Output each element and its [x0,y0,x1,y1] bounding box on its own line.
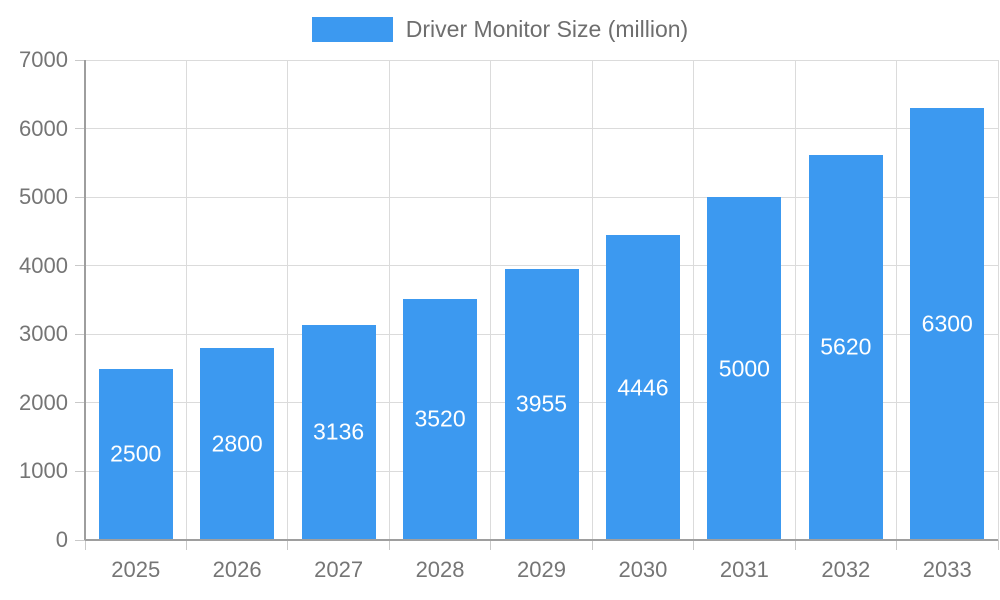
x-axis-label: 2030 [618,557,668,582]
bar-value-label: 3136 [313,418,365,445]
bar-value-label: 2800 [211,430,263,457]
y-axis-label: 0 [55,527,68,552]
x-axis-label: 2028 [415,557,465,582]
x-axis-tick [591,540,593,550]
bar-value-label: 5000 [718,355,770,382]
bar-2028[interactable]: 3520 [403,298,478,540]
y-axis-line [84,60,86,540]
x-axis-label: 2029 [517,557,566,582]
y-axis-tick [75,196,85,198]
x-axis-tick [287,540,289,550]
x-axis-label: 2026 [212,557,262,582]
y-axis-label: 4000 [19,252,68,278]
v-gridline [794,60,796,540]
h-gridline [85,265,998,267]
y-axis-tick [75,265,85,267]
v-gridline [591,60,593,540]
v-gridline [693,60,695,540]
y-axis-label: 2000 [19,389,68,415]
bar-value-label: 3955 [515,390,568,417]
y-axis-tick [75,539,85,541]
v-gridline [490,60,492,540]
x-axis-label: 2027 [314,557,364,582]
bar-2025[interactable]: 2500 [98,368,173,540]
y-axis-label: 5000 [19,184,68,210]
bar-2027[interactable]: 3136 [301,324,376,540]
x-axis-label: 2032 [821,557,871,582]
y-axis-tick [75,402,85,404]
x-axis-tick [693,540,695,550]
y-axis-label: 6000 [19,115,68,141]
y-axis-label: 7000 [19,47,68,72]
x-axis-line [85,539,998,541]
x-axis-tick [896,540,898,550]
bar-value-label: 3520 [414,405,466,432]
y-axis-label: 1000 [19,458,68,484]
bar-2032[interactable]: 5620 [808,154,883,540]
bar-value-label: 6300 [921,310,973,337]
v-gridline [896,60,898,540]
h-gridline [85,196,998,198]
y-axis-tick [75,128,85,130]
x-axis-tick [84,540,86,550]
bar-2031[interactable]: 5000 [707,197,782,540]
bar-value-label: 5620 [820,333,872,360]
bar-2029[interactable]: 3955 [504,268,579,540]
legend-color-swatch [311,17,393,42]
x-axis-tick [490,540,492,550]
legend-label: Driver Monitor Size (million) [405,16,689,42]
bar-value-label: 4446 [617,374,669,401]
x-axis-tick [794,540,796,550]
v-gridline [287,60,289,540]
x-axis-tick [388,540,390,550]
x-axis-label: 2025 [111,557,161,582]
bar-2026[interactable]: 2800 [200,348,275,540]
bar-value-label: 2500 [110,440,162,467]
x-axis-label: 2031 [719,557,769,582]
v-gridline [997,60,999,540]
h-gridline [85,59,998,61]
bar-2033[interactable]: 6300 [910,108,985,540]
y-axis-tick [75,59,85,61]
y-axis-label: 3000 [19,321,68,347]
y-axis-tick [75,333,85,335]
y-axis-tick [75,470,85,472]
v-gridline [388,60,390,540]
x-axis-label: 2033 [922,557,972,582]
v-gridline [185,60,187,540]
x-axis-tick [185,540,187,550]
chart-legend[interactable]: Driver Monitor Size (million) [0,16,1000,43]
x-axis-tick [997,540,999,550]
bar-2030[interactable]: 4446 [605,235,680,540]
h-gridline [85,128,998,130]
